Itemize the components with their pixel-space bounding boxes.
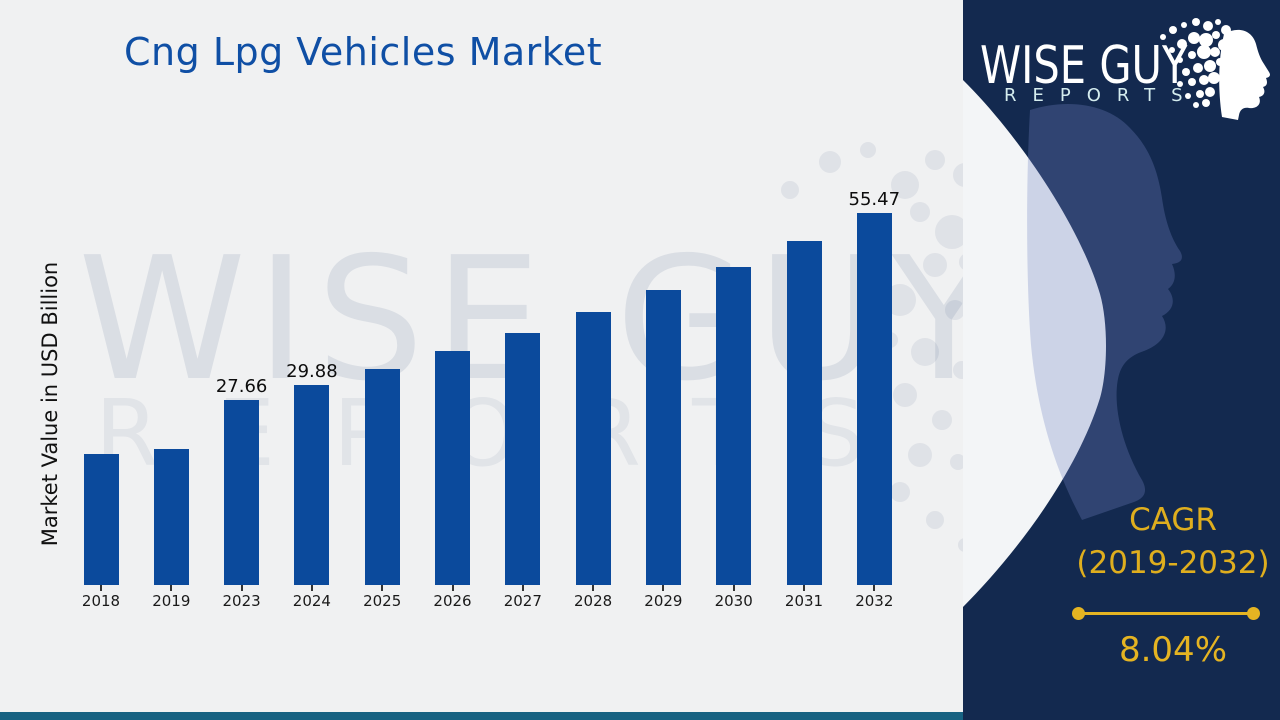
logo-dot xyxy=(1203,21,1213,31)
data-label-2032: 55.47 xyxy=(848,189,901,210)
page-title: Cng Lpg Vehicles Market xyxy=(124,30,603,74)
watermark-dot xyxy=(945,300,965,320)
watermark-dot xyxy=(925,150,945,170)
logo-dot xyxy=(1188,51,1196,59)
watermark-dot xyxy=(973,198,997,222)
x-axis-tick xyxy=(521,585,524,591)
x-axis-tick xyxy=(662,585,665,591)
logo-dot xyxy=(1199,33,1213,47)
logo-dot xyxy=(1197,45,1211,59)
watermark-dot xyxy=(935,215,969,249)
x-axis-tick xyxy=(381,585,384,591)
cagr-divider-line xyxy=(1078,612,1253,615)
watermark-dot xyxy=(781,181,799,199)
x-tick-label-2026: 2026 xyxy=(433,592,472,610)
watermark-dot xyxy=(982,287,1008,313)
x-axis-tick xyxy=(240,585,243,591)
logo-reports-text: REPORTS xyxy=(1004,85,1199,106)
x-tick-label-2031: 2031 xyxy=(784,592,824,610)
watermark-dot xyxy=(950,454,966,470)
watermark-dot xyxy=(985,442,1005,462)
x-tick-label-2024: 2024 xyxy=(292,592,331,610)
bar-2024 xyxy=(294,385,330,585)
bar-2018 xyxy=(83,454,119,585)
x-tick-label-2028: 2028 xyxy=(574,592,613,610)
bottom-accent-strip xyxy=(0,712,963,720)
x-axis-tick xyxy=(170,585,173,591)
logo-dot xyxy=(1199,75,1209,85)
watermark-dot xyxy=(926,511,944,529)
x-axis-tick xyxy=(803,585,805,591)
data-label-2023: 27.66 xyxy=(215,376,268,397)
watermark-dot xyxy=(893,383,917,407)
watermark-dot xyxy=(911,338,939,366)
cagr-block: CAGR (2019-2032) xyxy=(1063,505,1280,579)
logo-dot xyxy=(1202,99,1210,107)
bar-2029 xyxy=(645,290,681,585)
x-axis-tick xyxy=(451,585,454,591)
watermark-dot xyxy=(958,538,972,552)
x-tick-label-2018: 2018 xyxy=(81,592,121,610)
x-axis-tick xyxy=(873,585,876,591)
bar-2027 xyxy=(505,333,541,585)
watermark-dot xyxy=(860,142,876,158)
bar-2019 xyxy=(153,449,189,585)
logo-dot xyxy=(1210,47,1220,57)
bar-2031 xyxy=(786,241,822,585)
bar-2025 xyxy=(364,369,400,585)
watermark-dot xyxy=(891,171,919,199)
logo-dot xyxy=(1192,18,1200,26)
logo-dot xyxy=(1193,63,1203,73)
logo-dot xyxy=(1204,60,1216,72)
logo-dot xyxy=(1218,39,1230,51)
logo-dot xyxy=(1215,19,1221,25)
y-axis-label: Market Value in USD Billion xyxy=(38,261,62,547)
x-tick-label-2023: 2023 xyxy=(222,592,261,610)
x-tick-label-2027: 2027 xyxy=(503,592,542,610)
logo-dot xyxy=(1169,26,1177,34)
x-axis-tick xyxy=(100,585,102,591)
bar-2023 xyxy=(224,400,260,585)
bar-2032 xyxy=(856,213,892,585)
x-tick-label-2019: 2019 xyxy=(152,592,191,610)
watermark-dot xyxy=(819,151,841,173)
logo-dot xyxy=(1205,87,1215,97)
watermark-dot xyxy=(910,202,930,222)
watermark-dot xyxy=(953,163,977,187)
logo-dot xyxy=(1181,22,1187,28)
cagr-heading: CAGR xyxy=(1129,502,1217,538)
watermark-dot xyxy=(908,443,932,467)
x-tick-label-2025: 2025 xyxy=(363,592,402,610)
cagr-value: 8.04% xyxy=(1118,630,1227,670)
bar-2026 xyxy=(435,351,470,585)
x-tick-label-2030: 2030 xyxy=(714,592,753,610)
logo-dot xyxy=(1188,32,1200,44)
cagr-line-right-dot xyxy=(1247,607,1260,620)
logo-dot xyxy=(1208,72,1220,84)
watermark-dot xyxy=(963,396,987,420)
watermark-dot xyxy=(984,509,1006,531)
x-tick-label-2032: 2032 xyxy=(855,592,894,610)
x-axis-tick xyxy=(592,585,595,591)
watermark-dot xyxy=(890,482,910,502)
bar-2030 xyxy=(716,267,752,585)
logo-head-icon xyxy=(1219,29,1270,121)
cagr-line-left-dot xyxy=(1072,607,1085,620)
logo-dot xyxy=(1221,25,1231,35)
data-label-2024: 29.88 xyxy=(286,361,338,382)
cagr-range: (2019-2032) xyxy=(1076,545,1270,581)
face-profile-silhouette xyxy=(1027,104,1182,520)
x-tick-label-2029: 2029 xyxy=(644,592,683,610)
watermark-dot xyxy=(932,410,952,430)
x-axis-tick xyxy=(732,585,735,591)
watermark-dot xyxy=(953,361,971,379)
bar-2028 xyxy=(575,312,611,585)
logo-dot xyxy=(1216,58,1224,66)
x-axis-tick xyxy=(310,585,313,591)
watermark-dot xyxy=(959,253,977,271)
logo-dot xyxy=(1212,31,1220,39)
watermark-dot xyxy=(923,253,947,277)
